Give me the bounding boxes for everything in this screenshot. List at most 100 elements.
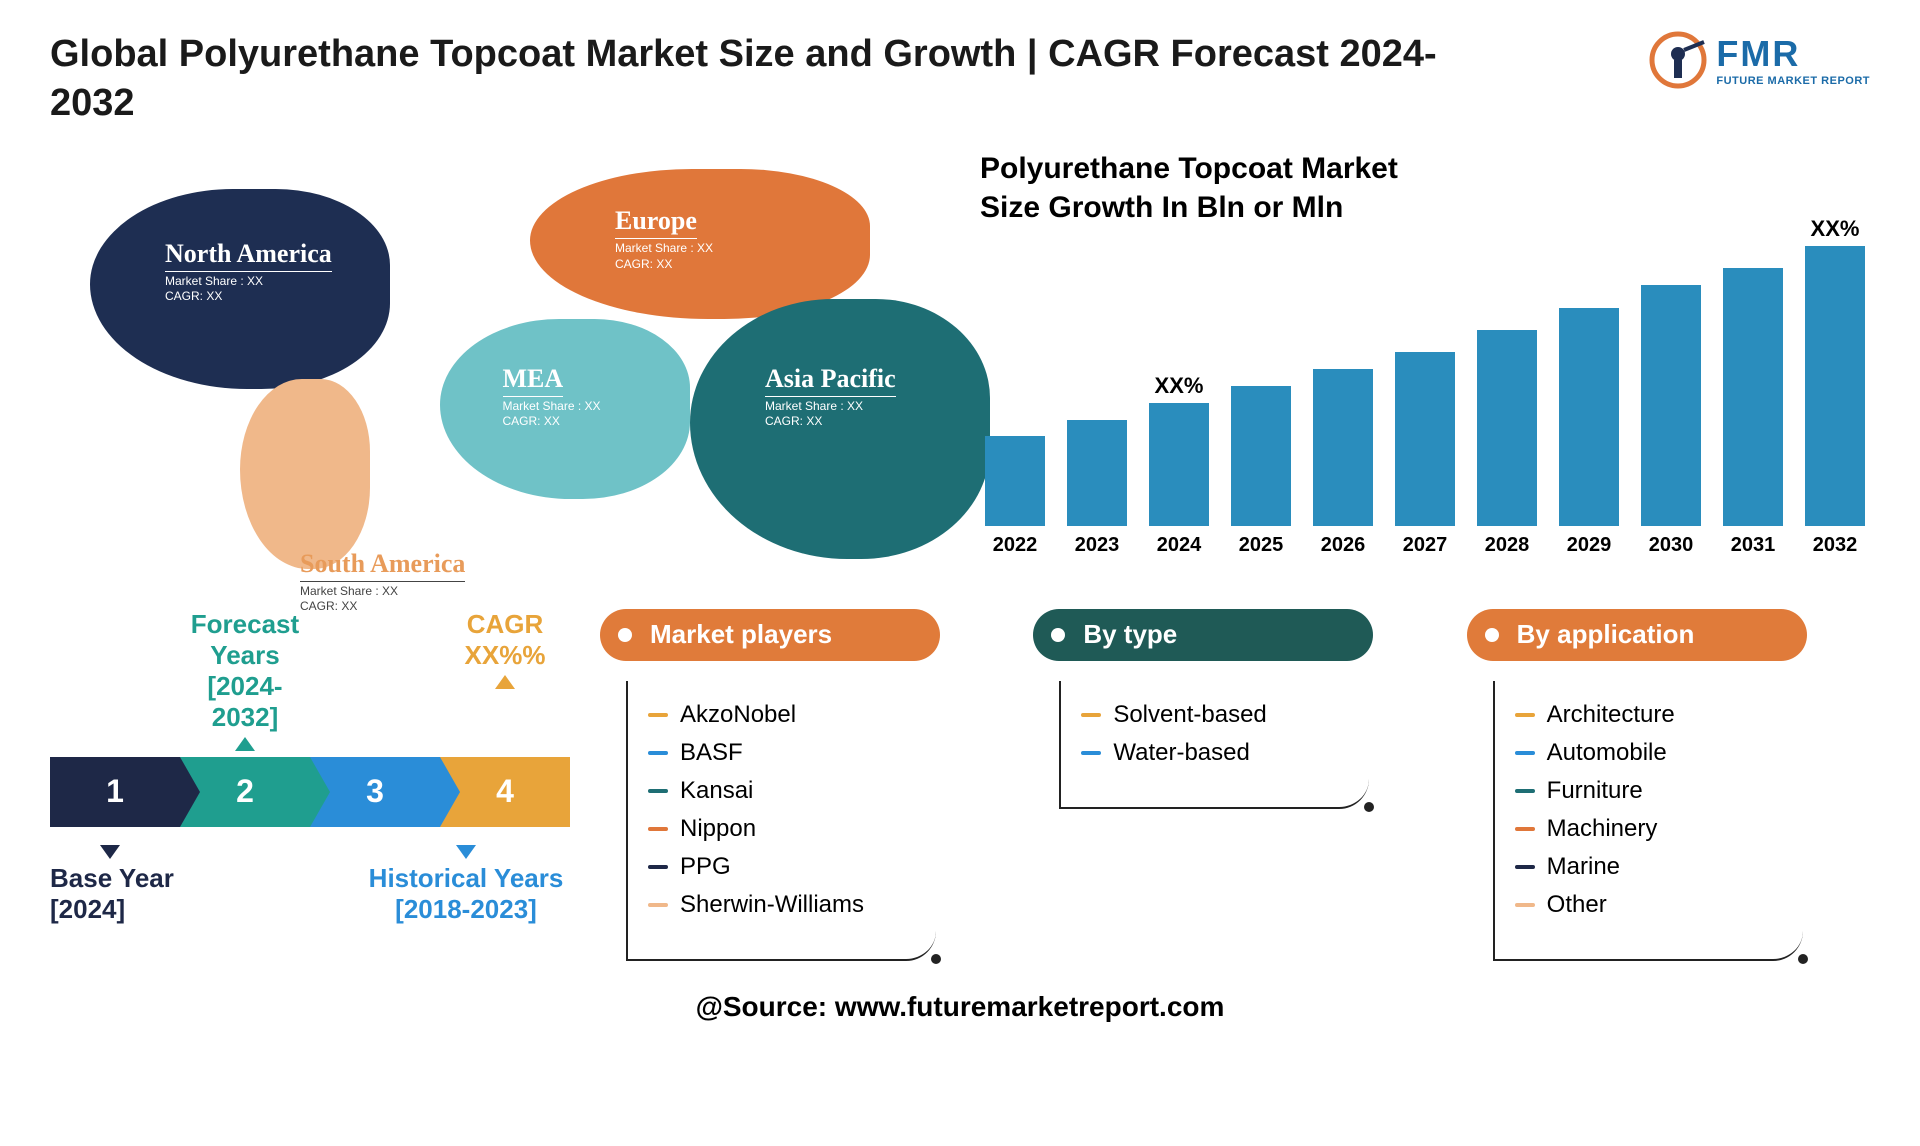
historical-label: Historical Years [369, 863, 564, 893]
bar-year-label: 2032 [1813, 534, 1858, 557]
list-item: BASF [648, 739, 926, 767]
bar-2028: 2028 [1472, 330, 1542, 557]
list-item: Marine [1515, 853, 1793, 881]
category-list: Architecture Automobile Furniture Machinery… [1493, 681, 1803, 961]
logo-tagline: FUTURE MARKET REPORT [1716, 75, 1870, 87]
bar-year-label: 2024 [1157, 534, 1202, 557]
list-item: Solvent-based [1081, 701, 1359, 729]
bar-2032: XX%2032 [1800, 246, 1870, 557]
bar-year-label: 2030 [1649, 534, 1694, 557]
tick-icon [648, 827, 668, 831]
bar-2030: 2030 [1636, 285, 1706, 557]
bar-rect [1149, 403, 1209, 526]
tick-icon [1515, 865, 1535, 869]
forecast-label: Forecast Years [191, 609, 299, 670]
region-sa [240, 379, 370, 569]
list-item-label: Sherwin-Williams [680, 891, 864, 919]
bar-year-label: 2031 [1731, 534, 1776, 557]
list-item-label: PPG [680, 853, 731, 881]
pill-dot-icon [1051, 628, 1065, 642]
fmr-logo: FMR FUTURE MARKET REPORT [1648, 30, 1870, 90]
bar-rect [1805, 246, 1865, 526]
list-item: Machinery [1515, 815, 1793, 843]
list-item: Kansai [648, 777, 926, 805]
bar-rect [1559, 308, 1619, 526]
bar-top-label-2032: XX% [1811, 216, 1860, 242]
list-item-label: Nippon [680, 815, 756, 843]
tick-icon [1515, 903, 1535, 907]
cagr-value: XX%% [465, 640, 546, 670]
list-item-label: Water-based [1113, 739, 1250, 767]
category-title: By type [1083, 619, 1177, 650]
list-item-label: Machinery [1547, 815, 1658, 843]
by-type-column: By type Solvent-based Water-based [1033, 609, 1436, 809]
bar-year-label: 2023 [1075, 534, 1120, 557]
category-list: Solvent-based Water-based [1059, 681, 1369, 809]
category-list: AkzoNobel BASF Kansai Nippon PPG Sherwin-Will… [626, 681, 936, 961]
tick-icon [1515, 789, 1535, 793]
bar-2023: 2023 [1062, 420, 1132, 557]
list-item-label: Marine [1547, 853, 1620, 881]
timeline-segment-1: 1 [50, 757, 180, 827]
bar-2026: 2026 [1308, 369, 1378, 557]
bar-year-label: 2029 [1567, 534, 1612, 557]
market-players-column: Market players AkzoNobel BASF Kansai Nippon P… [600, 609, 1003, 961]
tick-icon [648, 751, 668, 755]
list-item: Water-based [1081, 739, 1359, 767]
source-attribution: @Source: www.futuremarketreport.com [50, 991, 1870, 1023]
tick-icon [1515, 751, 1535, 755]
list-item: Nippon [648, 815, 926, 843]
bar-year-label: 2028 [1485, 534, 1530, 557]
category-pill: Market players [600, 609, 940, 661]
world-map: North AmericaMarket Share : XXCAGR: XXSo… [50, 149, 940, 569]
list-item-label: Other [1547, 891, 1607, 919]
base-year-label: Base Year [50, 863, 174, 893]
bar-2024: XX%2024 [1144, 403, 1214, 557]
tick-icon [1081, 713, 1101, 717]
region-label-ap: Asia PacificMarket Share : XXCAGR: XX [765, 364, 896, 430]
list-item: Architecture [1515, 701, 1793, 729]
logo-brand: FMR [1716, 33, 1870, 75]
list-item-label: Automobile [1547, 739, 1667, 767]
bar-rect [1313, 369, 1373, 526]
list-item-label: Architecture [1547, 701, 1675, 729]
bar-year-label: 2025 [1239, 534, 1284, 557]
list-item-label: Furniture [1547, 777, 1643, 805]
bar-rect [1477, 330, 1537, 526]
category-pill: By type [1033, 609, 1373, 661]
timeline: Forecast Years [2024-2032] CAGR XX%% 123… [50, 609, 570, 925]
tick-icon [648, 865, 668, 869]
list-item-label: Kansai [680, 777, 753, 805]
list-item: Automobile [1515, 739, 1793, 767]
historical-range: [2018-2023] [395, 894, 537, 924]
tick-icon [648, 713, 668, 717]
category-title: Market players [650, 619, 832, 650]
region-label-na: North AmericaMarket Share : XXCAGR: XX [165, 239, 332, 305]
list-item-label: Solvent-based [1113, 701, 1266, 729]
bar-2025: 2025 [1226, 386, 1296, 557]
tick-icon [648, 903, 668, 907]
page-title: Global Polyurethane Topcoat Market Size … [50, 30, 1450, 129]
pill-dot-icon [1485, 628, 1499, 642]
list-item-label: AkzoNobel [680, 701, 796, 729]
region-label-sa: South AmericaMarket Share : XXCAGR: XX [300, 549, 465, 615]
bar-year-label: 2027 [1403, 534, 1448, 557]
tick-icon [1081, 751, 1101, 755]
cagr-label: CAGR [467, 609, 544, 639]
list-item: Sherwin-Williams [648, 891, 926, 919]
bar-2029: 2029 [1554, 308, 1624, 557]
bar-rect [985, 436, 1045, 526]
list-item-label: BASF [680, 739, 743, 767]
logo-icon [1648, 30, 1708, 90]
growth-bar-chart: Polyurethane Topcoat Market Size Growth … [980, 149, 1870, 569]
bar-2027: 2027 [1390, 352, 1460, 557]
by-application-column: By application Architecture Automobile Furn… [1467, 609, 1870, 961]
pill-dot-icon [618, 628, 632, 642]
category-pill: By application [1467, 609, 1807, 661]
tick-icon [1515, 827, 1535, 831]
tick-icon [1515, 713, 1535, 717]
bar-year-label: 2026 [1321, 534, 1366, 557]
bar-year-label: 2022 [993, 534, 1038, 557]
bar-2031: 2031 [1718, 268, 1788, 557]
region-label-eu: EuropeMarket Share : XXCAGR: XX [615, 206, 713, 272]
